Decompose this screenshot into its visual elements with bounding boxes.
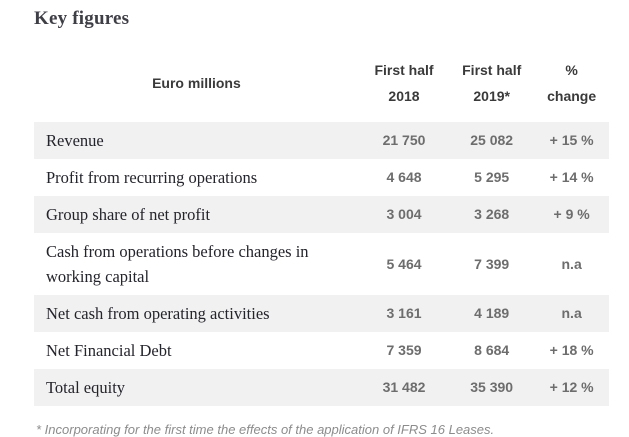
row-label: Group share of net profit (46, 205, 211, 224)
row-label: Total equity (46, 378, 126, 397)
value-2019: 4 189 (474, 305, 510, 321)
value-2018: 5 464 (386, 255, 422, 272)
value-change: + 15 % (549, 132, 594, 148)
column-header-euro-millions: Euro millions (152, 75, 241, 91)
value-2018: 3 004 (386, 206, 422, 222)
table-row-profit-recurring: Profit from recurring operations 4 648 5… (34, 159, 609, 196)
value-2018: 31 482 (382, 379, 426, 395)
table-row-group-share-net-profit: Group share of net profit 3 004 3 268 + … (34, 196, 609, 233)
table-row-revenue: Revenue 21 750 25 082 + 15 % (34, 122, 609, 159)
value-2018: 21 750 (382, 132, 426, 148)
value-2019: 5 295 (474, 169, 510, 185)
table-row-net-cash-operating: Net cash from operating activities 3 161… (34, 295, 609, 332)
table-body: Revenue 21 750 25 082 + 15 % Profit from… (34, 122, 609, 406)
row-label: Revenue (46, 131, 104, 150)
table-row-total-equity: Total equity 31 482 35 390 + 12 % (34, 369, 609, 406)
ifrs-footnote: * Incorporating for the first time the e… (36, 422, 495, 437)
value-2019: 8 684 (474, 342, 510, 358)
value-2018: 3 161 (386, 305, 422, 321)
value-2018: 7 359 (386, 342, 422, 358)
page-title: Key figures (34, 8, 130, 29)
value-change: n.a (561, 255, 582, 272)
value-change: + 9 % (553, 206, 590, 222)
table-row-cash-from-operations: Cash from operations before changes in w… (34, 233, 609, 295)
table-header: Euro millions First half 2018 First half… (34, 49, 609, 122)
value-2019: 35 390 (470, 379, 514, 395)
value-change: + 14 % (549, 169, 594, 185)
value-change: n.a (561, 305, 582, 321)
row-label: Net Financial Debt (46, 341, 172, 360)
value-2019: 7 399 (474, 255, 510, 272)
value-2019: 3 268 (474, 206, 510, 222)
table-row-net-financial-debt: Net Financial Debt 7 359 8 684 + 18 % (34, 332, 609, 369)
row-label: Net cash from operating activities (46, 304, 270, 323)
value-2018: 4 648 (386, 169, 422, 185)
value-2019: 25 082 (470, 132, 514, 148)
column-header-first-half-2018: First half 2018 (374, 62, 434, 104)
column-header-percent-change: % change (547, 62, 597, 104)
row-label: Profit from recurring operations (46, 168, 258, 187)
row-label: Cash from operations before changes in w… (46, 242, 309, 286)
value-change: + 18 % (549, 342, 594, 358)
value-change: + 12 % (549, 379, 594, 395)
column-header-first-half-2019: First half 2019* (462, 62, 522, 104)
key-figures-table: Euro millions First half 2018 First half… (34, 49, 609, 406)
header-row: Euro millions First half 2018 First half… (34, 49, 609, 122)
